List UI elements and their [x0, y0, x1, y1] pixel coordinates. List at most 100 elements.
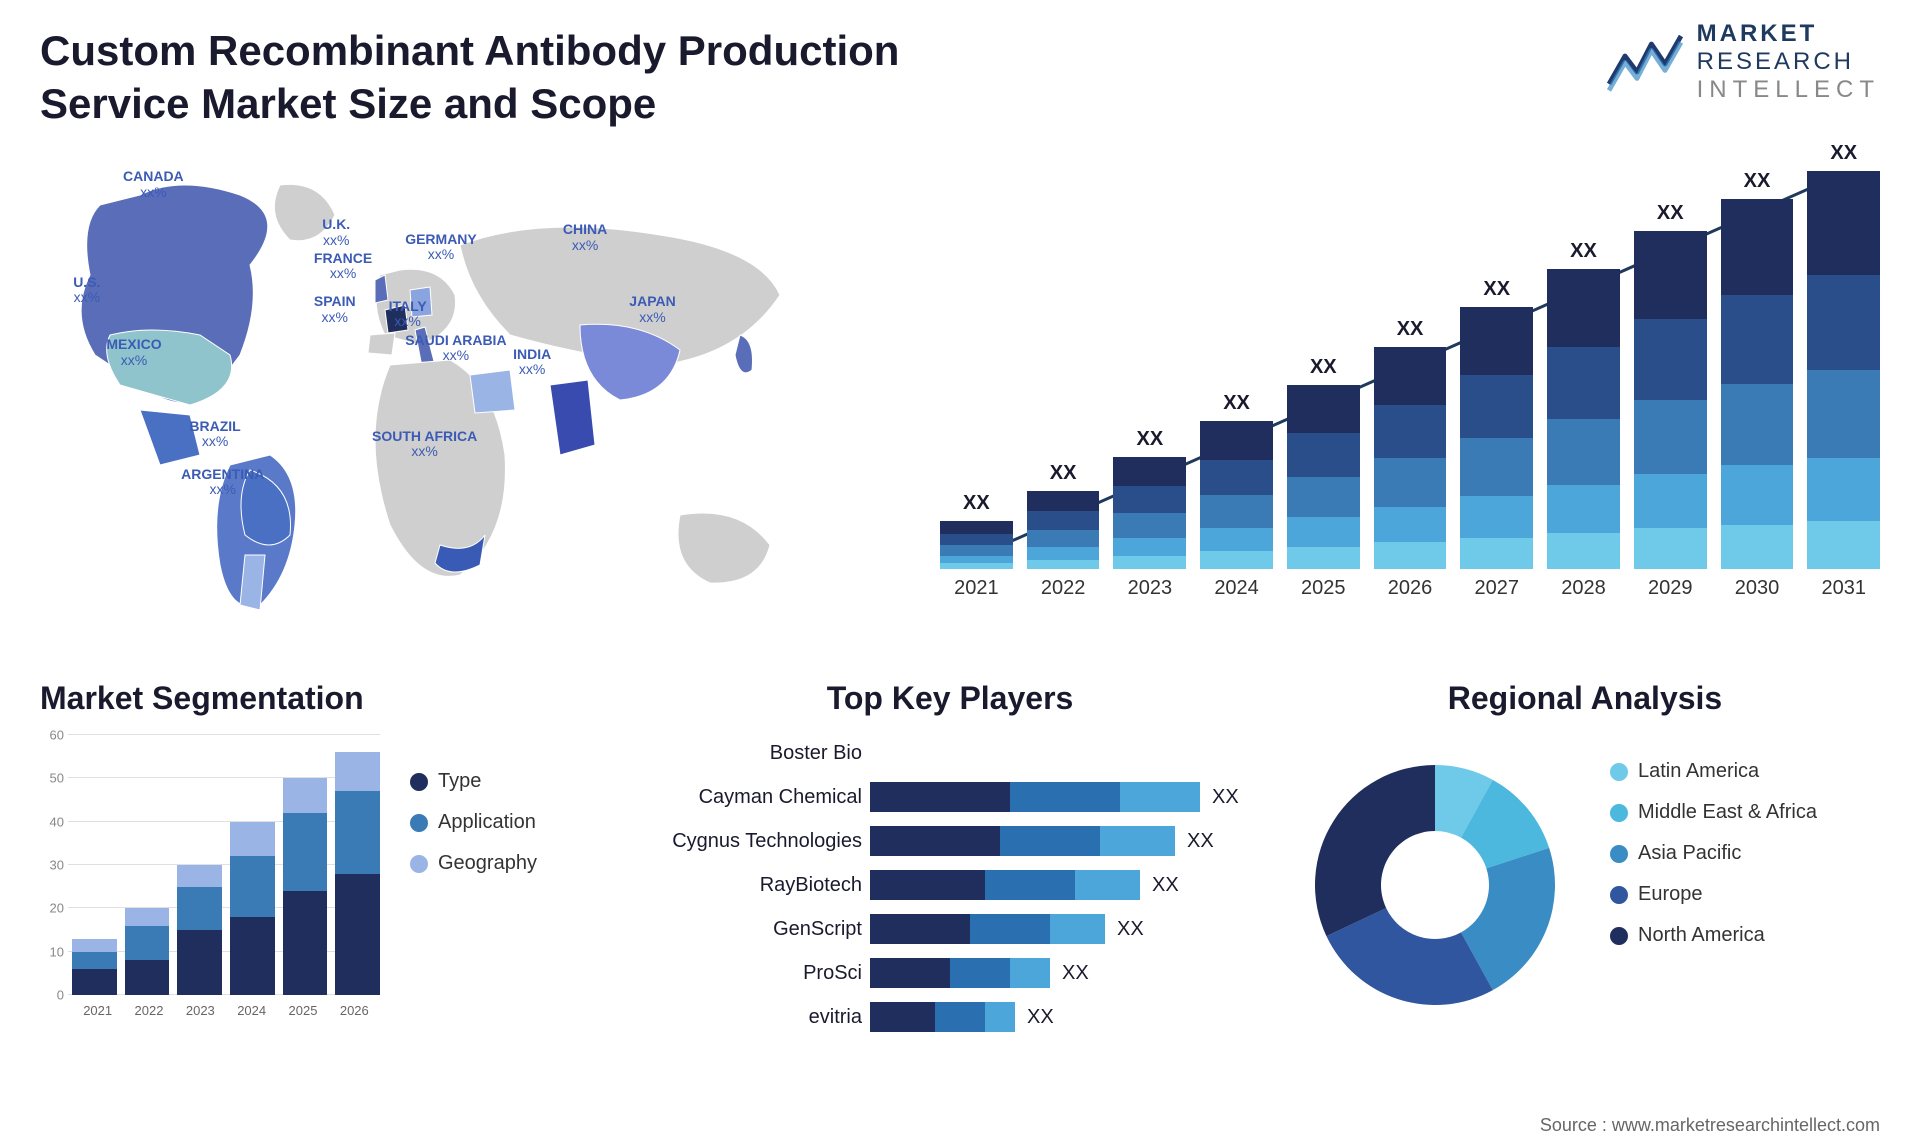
growth-bars: XX2021XX2022XX2023XX2024XX2025XX2026XX20… [940, 200, 1880, 600]
key-player-value: XX [1212, 786, 1239, 809]
key-players-section: Top Key Players Boster Bio Cayman Chemica… [640, 680, 1260, 1040]
segmentation-bar [125, 908, 170, 995]
key-player-row: RayBiotech XX [640, 867, 1260, 903]
legend-label: Application [438, 811, 536, 834]
growth-year-label: 2025 [1301, 577, 1346, 600]
x-axis-label: 2021 [72, 1003, 123, 1025]
growth-value-label: XX [1397, 318, 1424, 341]
growth-value-label: XX [1136, 428, 1163, 451]
y-axis-tick: 10 [50, 944, 64, 959]
regional-section: Regional Analysis Latin AmericaMiddle Ea… [1290, 680, 1880, 1040]
logo-text: MARKET RESEARCH INTELLECT [1697, 20, 1880, 104]
legend-label: Asia Pacific [1638, 842, 1741, 865]
growth-year-label: 2026 [1388, 577, 1433, 600]
brand-logo: MARKET RESEARCH INTELLECT [1605, 20, 1880, 104]
map-label: GERMANYxx% [405, 232, 477, 263]
growth-year-label: 2030 [1735, 577, 1780, 600]
map-label: U.S.xx% [73, 275, 100, 306]
key-player-name: Cayman Chemical [640, 786, 870, 809]
key-player-value: XX [1027, 1006, 1054, 1029]
key-player-bar [870, 1002, 1015, 1032]
key-player-row: GenScript XX [640, 911, 1260, 947]
logo-line-3: INTELLECT [1697, 76, 1880, 104]
key-player-name: ProSci [640, 962, 870, 985]
key-players-list: Boster BioCayman ChemicalXXCygnus Techno… [640, 735, 1260, 1035]
map-label: SOUTH AFRICAxx% [372, 429, 477, 460]
world-map-svg [40, 155, 870, 635]
segmentation-legend: TypeApplicationGeography [410, 770, 537, 875]
key-player-row: ProSci XX [640, 955, 1260, 991]
growth-year-label: 2024 [1214, 577, 1259, 600]
logo-line-1: MARKET [1697, 20, 1880, 48]
growth-value-label: XX [963, 492, 990, 515]
key-player-bar [870, 782, 1200, 812]
segmentation-bar [335, 752, 380, 995]
key-players-title: Top Key Players [640, 680, 1260, 717]
regional-legend: Latin AmericaMiddle East & AfricaAsia Pa… [1610, 760, 1817, 947]
key-player-value: XX [1187, 830, 1214, 853]
map-label: ITALYxx% [389, 299, 427, 330]
legend-dot [1610, 886, 1628, 904]
key-player-bar [870, 870, 1140, 900]
map-label: INDIAxx% [513, 347, 551, 378]
key-player-bar [870, 826, 1175, 856]
donut-slice [1315, 765, 1435, 936]
legend-label: Type [438, 770, 481, 793]
legend-item: Type [410, 770, 537, 793]
legend-dot [1610, 804, 1628, 822]
map-label: MEXICOxx% [106, 337, 161, 368]
map-label: CHINAxx% [563, 222, 607, 253]
key-player-name: RayBiotech [640, 874, 870, 897]
key-player-bar [870, 914, 1105, 944]
segmentation-chart: 0102030405060 202120222023202420252026 [40, 735, 380, 1025]
legend-item: Europe [1610, 883, 1817, 906]
growth-value-label: XX [1310, 356, 1337, 379]
legend-dot [1610, 763, 1628, 781]
growth-value-label: XX [1223, 392, 1250, 415]
key-player-row: Cayman Chemical XX [640, 779, 1260, 815]
x-axis-label: 2025 [277, 1003, 328, 1025]
y-axis-tick: 20 [50, 901, 64, 916]
regional-title: Regional Analysis [1290, 680, 1880, 717]
key-player-value: XX [1117, 918, 1144, 941]
source-credit: Source : www.marketresearchintellect.com [1540, 1115, 1880, 1136]
growth-value-label: XX [1570, 240, 1597, 263]
key-player-value: XX [1152, 874, 1179, 897]
map-label: SAUDI ARABIAxx% [405, 333, 506, 364]
growth-value-label: XX [1744, 170, 1771, 193]
map-label: U.K.xx% [322, 217, 350, 248]
growth-year-label: 2028 [1561, 577, 1606, 600]
growth-year-label: 2022 [1041, 577, 1086, 600]
growth-column: XX 2028 [1547, 240, 1620, 600]
key-player-name: GenScript [640, 918, 870, 941]
segmentation-bar [230, 822, 275, 995]
segmentation-title: Market Segmentation [40, 680, 600, 717]
legend-item: Asia Pacific [1610, 842, 1817, 865]
legend-label: North America [1638, 924, 1765, 947]
x-axis-label: 2024 [226, 1003, 277, 1025]
growth-column: XX 2030 [1721, 170, 1794, 600]
map-label: JAPANxx% [629, 294, 675, 325]
growth-value-label: XX [1050, 462, 1077, 485]
legend-dot [410, 814, 428, 832]
legend-dot [410, 855, 428, 873]
growth-year-label: 2029 [1648, 577, 1693, 600]
y-axis-tick: 0 [57, 988, 64, 1003]
key-player-value: XX [1062, 962, 1089, 985]
growth-value-label: XX [1657, 202, 1684, 225]
growth-column: XX 2022 [1027, 462, 1100, 600]
growth-column: XX 2026 [1374, 318, 1447, 600]
x-axis-label: 2022 [123, 1003, 174, 1025]
growth-year-label: 2023 [1128, 577, 1173, 600]
key-player-row: evitriaXX [640, 999, 1260, 1035]
key-player-name: Boster Bio [640, 742, 870, 765]
map-label: CANADAxx% [123, 169, 184, 200]
growth-year-label: 2027 [1475, 577, 1520, 600]
y-axis-tick: 40 [50, 814, 64, 829]
legend-label: Latin America [1638, 760, 1759, 783]
legend-item: North America [1610, 924, 1817, 947]
map-label: SPAINxx% [314, 294, 356, 325]
x-axis-label: 2023 [175, 1003, 226, 1025]
segmentation-bar [72, 939, 117, 995]
y-axis-tick: 30 [50, 858, 64, 873]
